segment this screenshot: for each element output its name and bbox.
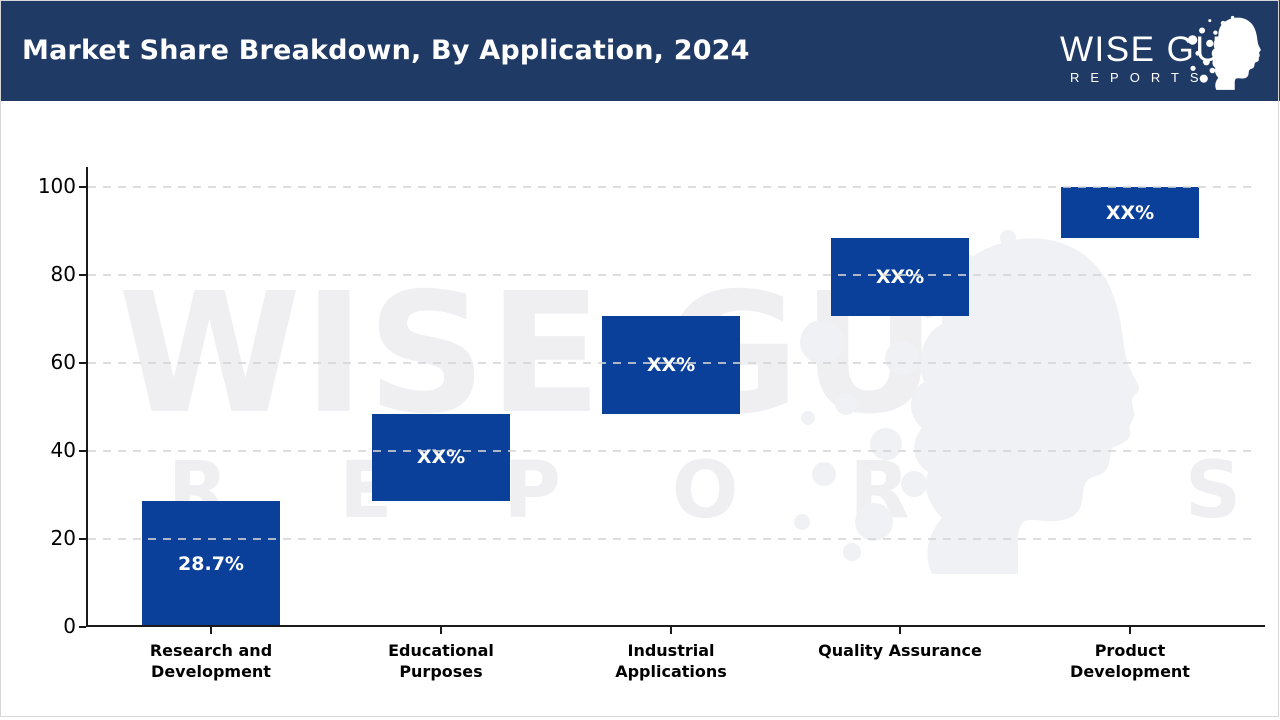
category-label-product-development: Product Development — [1070, 641, 1190, 682]
logo-subtext: REPORTS — [1070, 70, 1210, 85]
gridline-y-100 — [88, 186, 1252, 188]
category-label-research-and-development: Research and Development — [149, 641, 273, 682]
plot-area: 0 20 40 60 80 100 28.7% Research and Developmen… — [38, 167, 1265, 681]
y-tick-mark-80 — [79, 274, 86, 276]
gridline-y-20 — [88, 538, 1252, 540]
bar-product-development: XX% — [1061, 187, 1199, 239]
x-axis-line — [86, 625, 1265, 627]
y-tick-mark-0 — [79, 626, 86, 628]
y-tick-label-20: 20 — [50, 526, 76, 550]
y-axis-line — [86, 167, 88, 627]
y-tick-label-0: 0 — [63, 614, 76, 638]
x-tick-mark-quality-assurance — [899, 627, 901, 634]
bar-quality-assurance: XX% — [831, 238, 969, 316]
bar-industrial-applications: XX% — [602, 315, 740, 414]
page-title: Market Share Breakdown, By Application, … — [22, 35, 750, 66]
x-tick-mark-industrial-applications — [670, 627, 672, 634]
x-tick-mark-product-development — [1129, 627, 1131, 634]
bar-value-label: XX% — [1105, 201, 1155, 224]
x-tick-mark-educational-purposes — [440, 627, 442, 634]
y-tick-label-100: 100 — [37, 174, 76, 198]
y-tick-label-40: 40 — [50, 438, 76, 462]
y-tick-label-80: 80 — [50, 262, 76, 286]
x-tick-mark-research-and-development — [210, 627, 212, 634]
bar-research-and-development: 28.7% — [142, 500, 280, 627]
category-label-industrial-applications: Industrial Applications — [615, 641, 727, 682]
watermark-head-logo-icon — [794, 230, 1139, 574]
y-tick-mark-100 — [79, 186, 86, 188]
wise-guy-reports-logo: WISE GUY REPORTS — [1014, 8, 1264, 96]
gridline-y-80 — [88, 274, 1252, 276]
y-tick-mark-20 — [79, 538, 86, 540]
bar-value-label: XX% — [646, 353, 696, 376]
gridline-y-60 — [88, 362, 1252, 364]
category-label-quality-assurance: Quality Assurance — [818, 641, 982, 660]
header-bar: Market Share Breakdown, By Application, … — [0, 0, 1280, 101]
logo-head-icon — [1187, 15, 1261, 90]
y-tick-mark-40 — [79, 450, 86, 452]
gridline-y-40 — [88, 450, 1252, 452]
category-label-educational-purposes: Educational Purposes — [388, 641, 494, 682]
bar-educational-purposes: XX% — [372, 413, 510, 501]
bar-value-label: XX% — [875, 265, 925, 288]
bar-value-label: 28.7% — [178, 552, 244, 575]
y-tick-mark-60 — [79, 362, 86, 364]
y-tick-label-60: 60 — [50, 350, 76, 374]
